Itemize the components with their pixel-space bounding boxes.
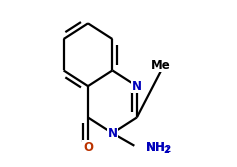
Text: N: N (132, 80, 142, 93)
Text: 2: 2 (164, 145, 170, 154)
Text: Me: Me (151, 59, 171, 72)
Text: NH: NH (146, 141, 165, 154)
Bar (144, 140, 170, 154)
Text: N: N (132, 80, 142, 93)
Text: Me: Me (151, 59, 171, 72)
Text: N: N (107, 127, 117, 140)
Text: O: O (83, 141, 93, 154)
Text: N: N (107, 127, 117, 140)
Text: NH: NH (146, 141, 165, 154)
Text: 2: 2 (164, 146, 170, 155)
Text: O: O (83, 141, 93, 154)
